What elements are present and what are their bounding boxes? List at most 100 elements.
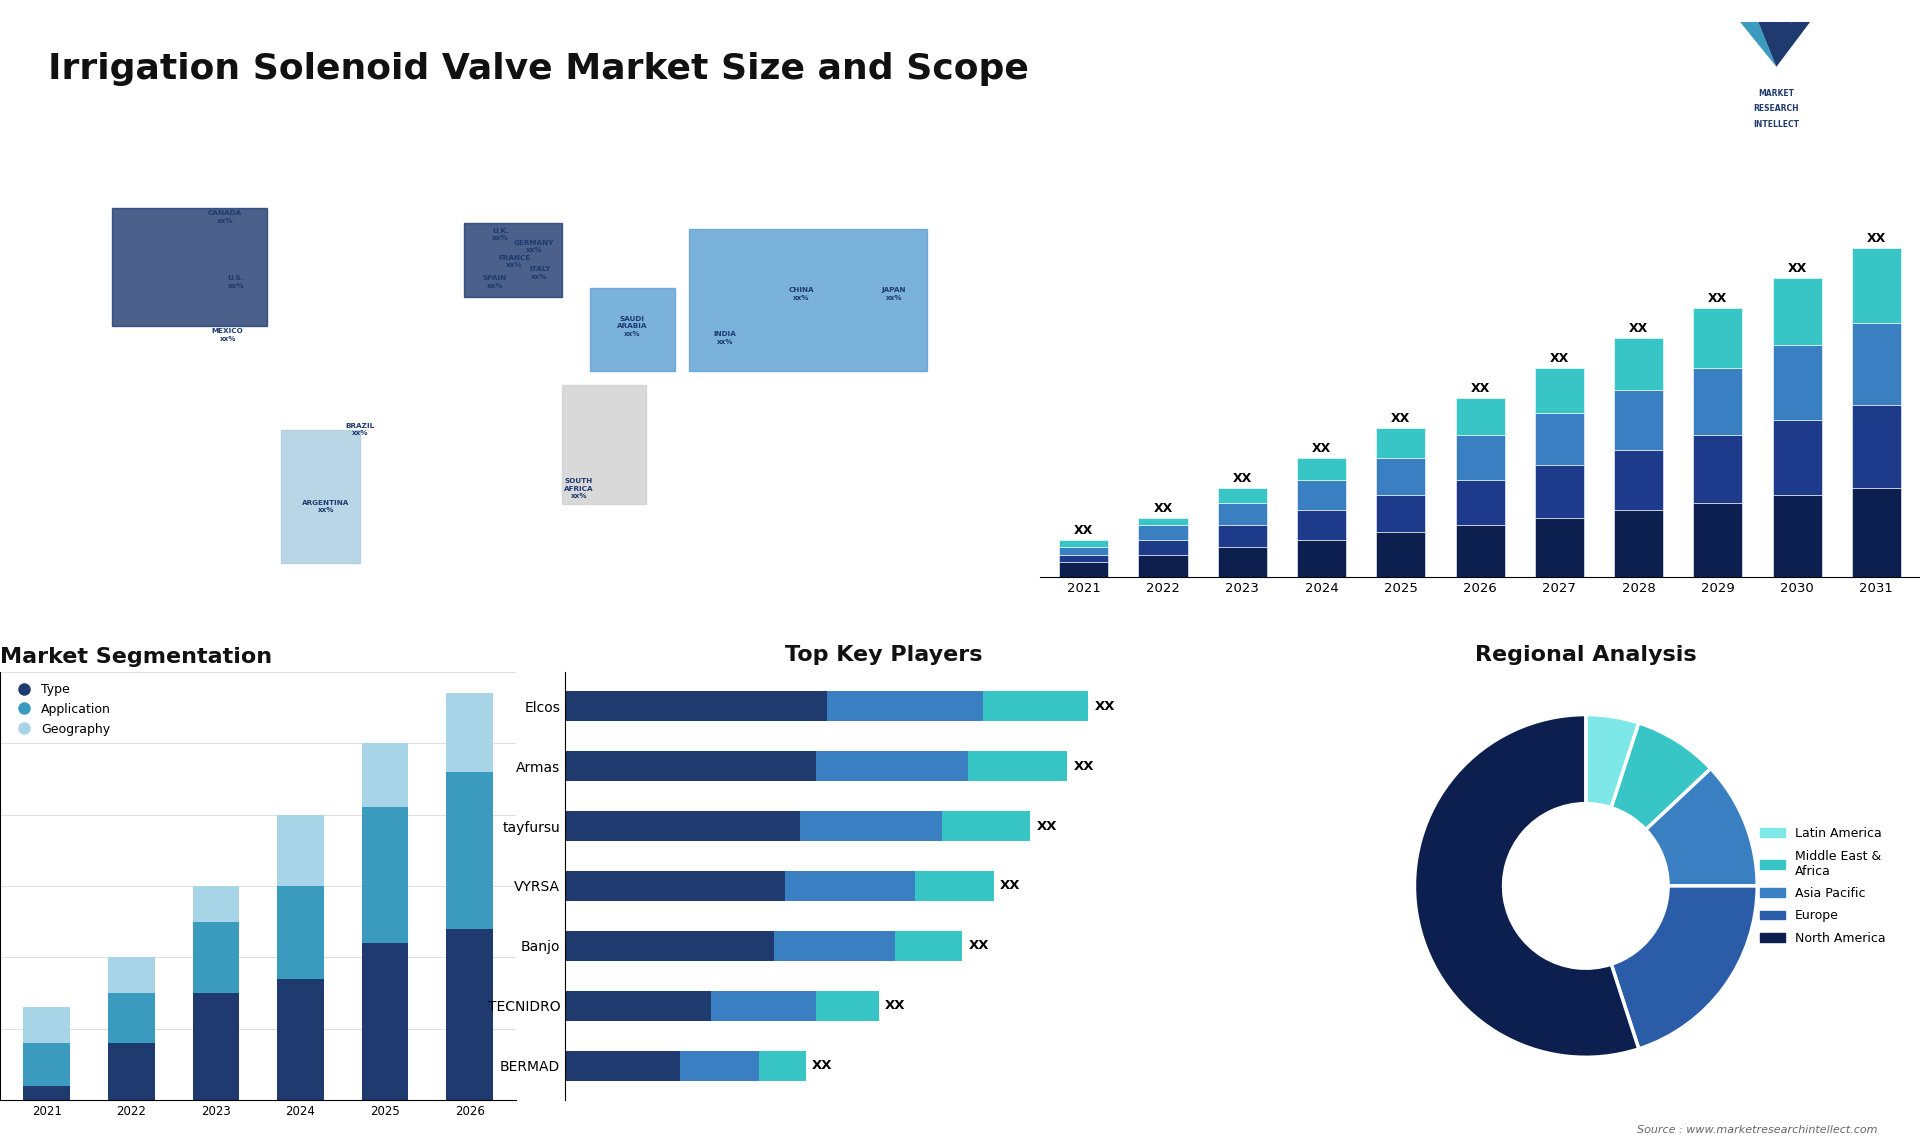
Bar <box>785 871 916 901</box>
Bar <box>1139 555 1188 578</box>
Bar <box>276 815 324 886</box>
Bar <box>564 811 801 841</box>
Text: CHINA
xx%: CHINA xx% <box>789 286 814 300</box>
Bar <box>1851 323 1901 406</box>
Bar <box>361 943 409 1100</box>
Bar <box>113 209 267 327</box>
Text: XX: XX <box>1471 382 1490 394</box>
Bar <box>1772 277 1822 345</box>
Bar <box>1060 555 1108 563</box>
Bar <box>1693 503 1743 578</box>
Text: XX: XX <box>1549 352 1569 364</box>
Text: SOUTH
AFRICA
xx%: SOUTH AFRICA xx% <box>564 478 593 500</box>
Bar <box>108 1043 156 1100</box>
Bar <box>1060 563 1108 578</box>
Text: Irrigation Solenoid Valve Market Size and Scope: Irrigation Solenoid Valve Market Size an… <box>48 52 1029 86</box>
Bar <box>758 1051 806 1081</box>
Text: XX: XX <box>1628 322 1647 335</box>
Text: SAUDI
ARABIA
xx%: SAUDI ARABIA xx% <box>616 316 647 337</box>
Bar <box>1298 540 1346 578</box>
Bar <box>1298 480 1346 510</box>
Bar <box>816 751 968 782</box>
Bar <box>564 991 712 1021</box>
Bar <box>689 229 927 370</box>
Bar <box>1772 421 1822 495</box>
Text: XX: XX <box>812 1059 833 1073</box>
Title: Top Key Players: Top Key Players <box>785 644 983 665</box>
Bar <box>23 1007 69 1043</box>
Bar <box>1615 510 1663 578</box>
Bar <box>1615 390 1663 450</box>
Bar <box>192 994 240 1100</box>
Bar <box>564 871 785 901</box>
Bar <box>1615 338 1663 390</box>
Text: XX: XX <box>1709 292 1728 305</box>
Bar <box>801 811 941 841</box>
Bar <box>447 928 493 1100</box>
Bar <box>1455 398 1505 435</box>
Text: XX: XX <box>1094 700 1116 713</box>
Bar <box>1139 540 1188 555</box>
Bar <box>1377 457 1425 495</box>
Bar <box>108 994 156 1043</box>
Bar <box>361 808 409 943</box>
Bar <box>1693 435 1743 503</box>
Text: ARGENTINA
xx%: ARGENTINA xx% <box>301 500 349 513</box>
Bar <box>108 957 156 994</box>
Bar <box>680 1051 758 1081</box>
Bar <box>447 693 493 771</box>
Text: JAPAN
xx%: JAPAN xx% <box>881 286 906 300</box>
Bar <box>895 931 962 960</box>
Bar <box>1455 480 1505 525</box>
Bar <box>1851 406 1901 487</box>
Text: XX: XX <box>1154 502 1173 515</box>
Bar <box>1772 345 1822 421</box>
Bar <box>1060 548 1108 555</box>
Bar <box>361 743 409 808</box>
Bar <box>916 871 995 901</box>
Bar <box>280 430 359 563</box>
Text: XX: XX <box>1788 261 1807 275</box>
Bar <box>983 691 1089 721</box>
Polygon shape <box>1759 22 1791 66</box>
Bar <box>276 886 324 979</box>
Text: XX: XX <box>1233 471 1252 485</box>
Bar <box>465 222 563 297</box>
Text: XX: XX <box>1392 411 1411 425</box>
Text: XX: XX <box>1311 441 1331 455</box>
Wedge shape <box>1611 723 1711 830</box>
Text: XX: XX <box>1073 760 1094 772</box>
Text: XX: XX <box>1073 524 1092 537</box>
Bar <box>968 751 1068 782</box>
Text: MARKET: MARKET <box>1759 88 1795 97</box>
Title: Regional Analysis: Regional Analysis <box>1475 644 1697 665</box>
Text: BRAZIL
xx%: BRAZIL xx% <box>346 423 374 437</box>
Bar <box>564 751 816 782</box>
Polygon shape <box>1776 22 1811 66</box>
Bar <box>1060 540 1108 548</box>
Text: FRANCE
xx%: FRANCE xx% <box>497 254 530 268</box>
Bar <box>1455 525 1505 578</box>
Bar <box>1615 450 1663 510</box>
Bar <box>192 921 240 994</box>
Wedge shape <box>1645 769 1757 886</box>
Bar <box>774 931 895 960</box>
Bar <box>1851 248 1901 323</box>
Bar <box>1693 308 1743 368</box>
Bar <box>589 288 674 370</box>
Legend: Latin America, Middle East &
Africa, Asia Pacific, Europe, North America: Latin America, Middle East & Africa, Asi… <box>1755 822 1891 950</box>
Text: Source : www.marketresearchintellect.com: Source : www.marketresearchintellect.com <box>1638 1124 1878 1135</box>
Bar <box>447 771 493 928</box>
Bar <box>23 1086 69 1100</box>
Bar <box>1534 413 1584 465</box>
Polygon shape <box>1740 22 1776 66</box>
Bar <box>1455 435 1505 480</box>
Bar <box>1534 518 1584 578</box>
Bar <box>1298 457 1346 480</box>
Bar <box>1377 495 1425 533</box>
Bar <box>1139 525 1188 540</box>
Bar <box>941 811 1031 841</box>
Bar <box>192 886 240 921</box>
Text: XX: XX <box>885 999 906 1012</box>
Text: ITALY
xx%: ITALY xx% <box>528 266 551 280</box>
